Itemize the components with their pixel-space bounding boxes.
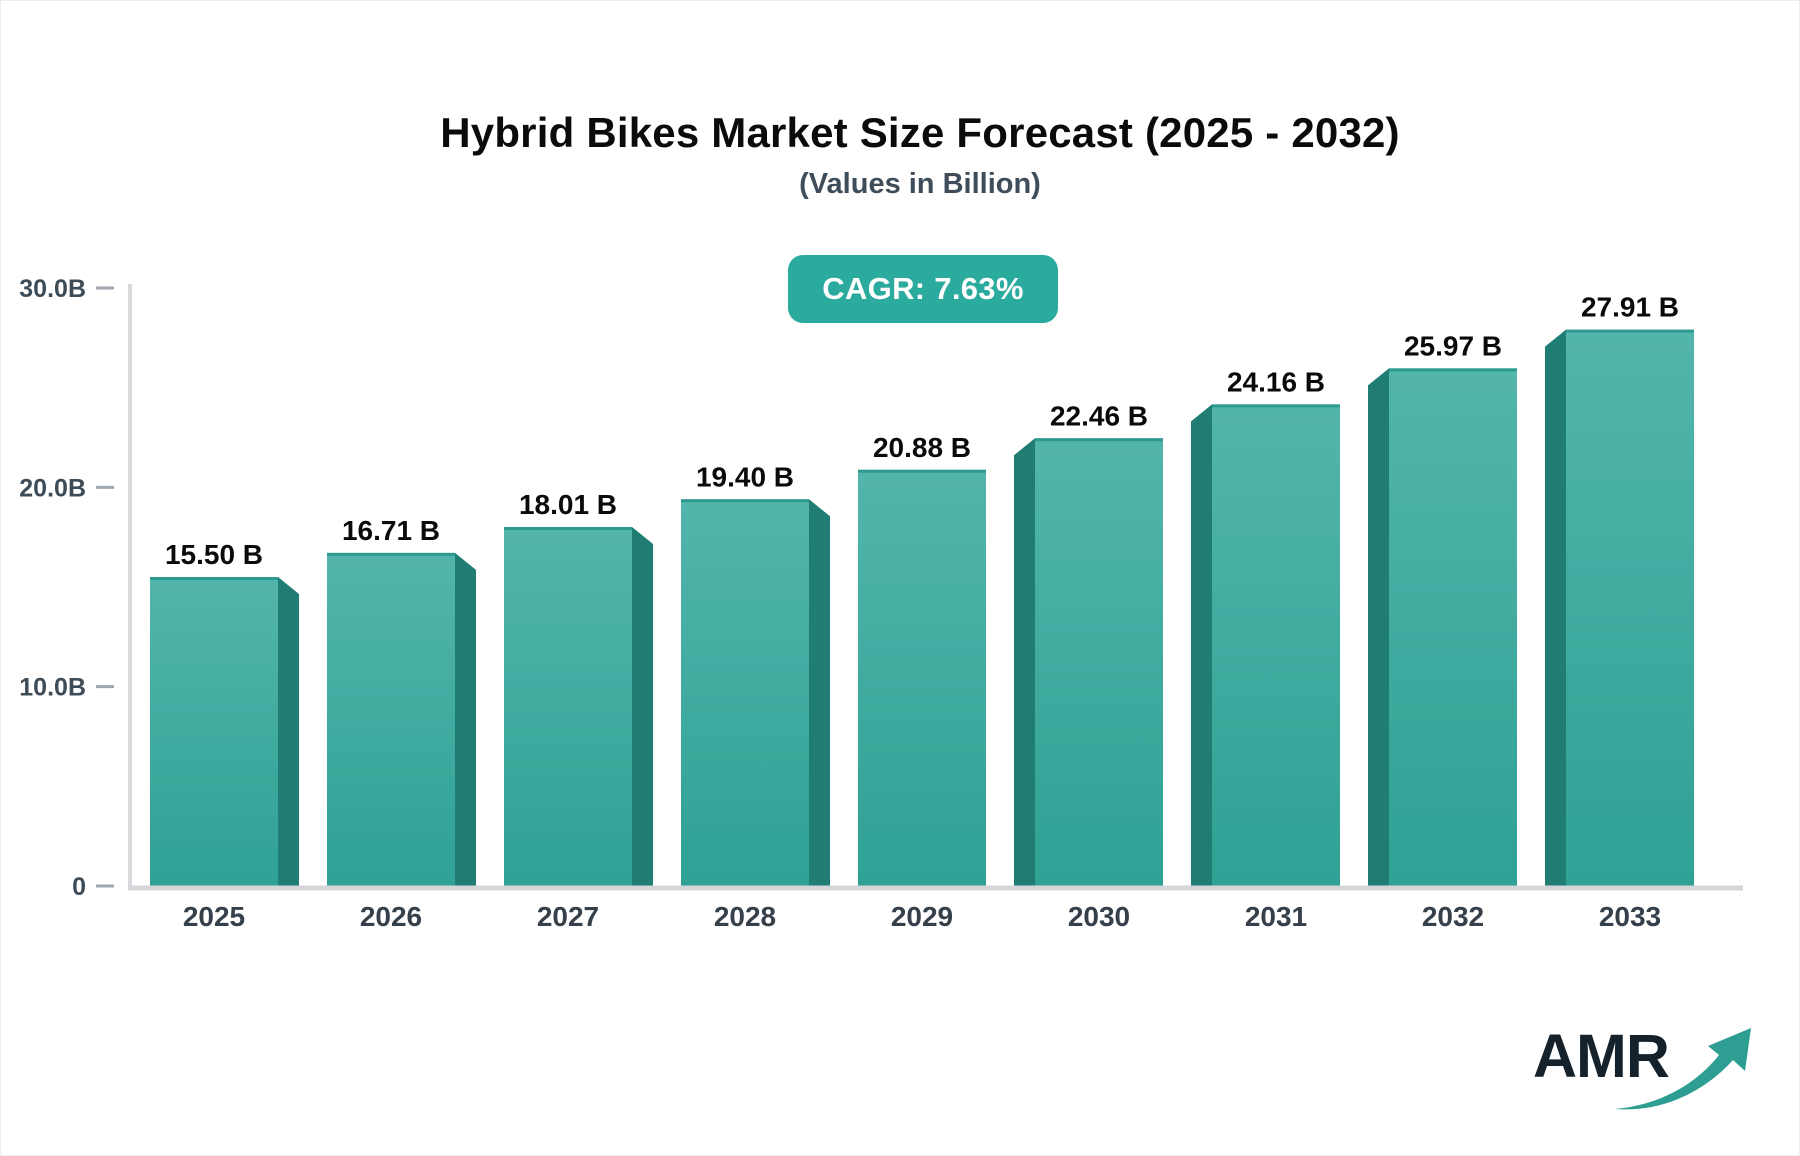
x-axis-category-label: 2028 xyxy=(714,901,776,932)
x-axis-category-label: 2027 xyxy=(537,901,599,932)
x-axis-category-label: 2031 xyxy=(1245,901,1307,932)
bar-value-label: 22.46 B xyxy=(1050,400,1148,431)
bar-2030: 22.46 B 2030 xyxy=(1014,400,1163,932)
cagr-badge: CAGR: 7.63% xyxy=(788,255,1058,323)
bar-side-face xyxy=(1545,329,1566,887)
y-axis-tick-label: 30.0B xyxy=(19,275,86,303)
bar-2033: 27.91 B 2033 xyxy=(1545,292,1694,932)
bar-value-label: 25.97 B xyxy=(1404,330,1502,361)
bar-front-face xyxy=(681,499,809,886)
growth-arrow-icon xyxy=(1615,1028,1751,1110)
bar-value-label: 27.91 B xyxy=(1581,292,1679,323)
bar-side-face xyxy=(809,499,830,886)
bar-2032: 25.97 B 2032 xyxy=(1368,330,1517,932)
chart-title: Hybrid Bikes Market Size Forecast (2025 … xyxy=(440,109,1400,156)
bar-side-face xyxy=(632,527,653,886)
cagr-badge-label: CAGR: 7.63% xyxy=(822,271,1024,306)
amr-logo-text: AMR xyxy=(1533,1022,1670,1090)
bar-value-label: 24.16 B xyxy=(1227,366,1325,397)
bar-side-face xyxy=(455,552,476,886)
bar-value-label: 18.01 B xyxy=(519,489,617,520)
bar-front-face xyxy=(1566,329,1694,887)
x-axis-category-label: 2033 xyxy=(1599,901,1661,932)
bar-front-face xyxy=(504,527,632,886)
x-axis-category-label: 2030 xyxy=(1068,901,1130,932)
bar-value-label: 15.50 B xyxy=(165,539,263,570)
bar-2027: 18.01 B 2027 xyxy=(504,489,653,932)
bar-front-face xyxy=(858,469,986,886)
bar-side-face xyxy=(1014,438,1035,886)
bar-front-face xyxy=(150,577,278,886)
bar-front-face xyxy=(1389,368,1517,887)
bar-side-face xyxy=(278,577,299,886)
x-axis-category-label: 2029 xyxy=(891,901,953,932)
chart-subtitle: (Values in Billion) xyxy=(799,168,1041,200)
amr-logo: AMR xyxy=(1533,1026,1763,1126)
x-axis-category-label: 2032 xyxy=(1422,901,1484,932)
y-axis-tick-label: 20.0B xyxy=(19,474,86,502)
x-axis-category-label: 2026 xyxy=(360,901,422,932)
bar-2025: 15.50 B 2025 xyxy=(150,539,299,932)
bar-side-face xyxy=(1191,404,1212,886)
bar-value-label: 16.71 B xyxy=(342,515,440,546)
bar-front-face xyxy=(1212,404,1340,886)
bar-front-face xyxy=(327,552,455,886)
bar-2026: 16.71 B 2026 xyxy=(327,515,476,932)
bar-2028: 19.40 B 2028 xyxy=(681,461,830,932)
bar-side-face xyxy=(1368,368,1389,887)
bar-front-face xyxy=(1035,438,1163,886)
x-axis-category-label: 2025 xyxy=(183,901,245,932)
bar-value-label: 20.88 B xyxy=(873,432,971,463)
bar-2029: 20.88 B 2029 xyxy=(858,432,986,932)
bar-value-label: 19.40 B xyxy=(696,461,794,492)
y-axis-tick-label: 0 xyxy=(72,873,86,901)
y-axis-tick-label: 10.0B xyxy=(19,674,86,702)
bar-2031: 24.16 B 2031 xyxy=(1191,366,1340,932)
